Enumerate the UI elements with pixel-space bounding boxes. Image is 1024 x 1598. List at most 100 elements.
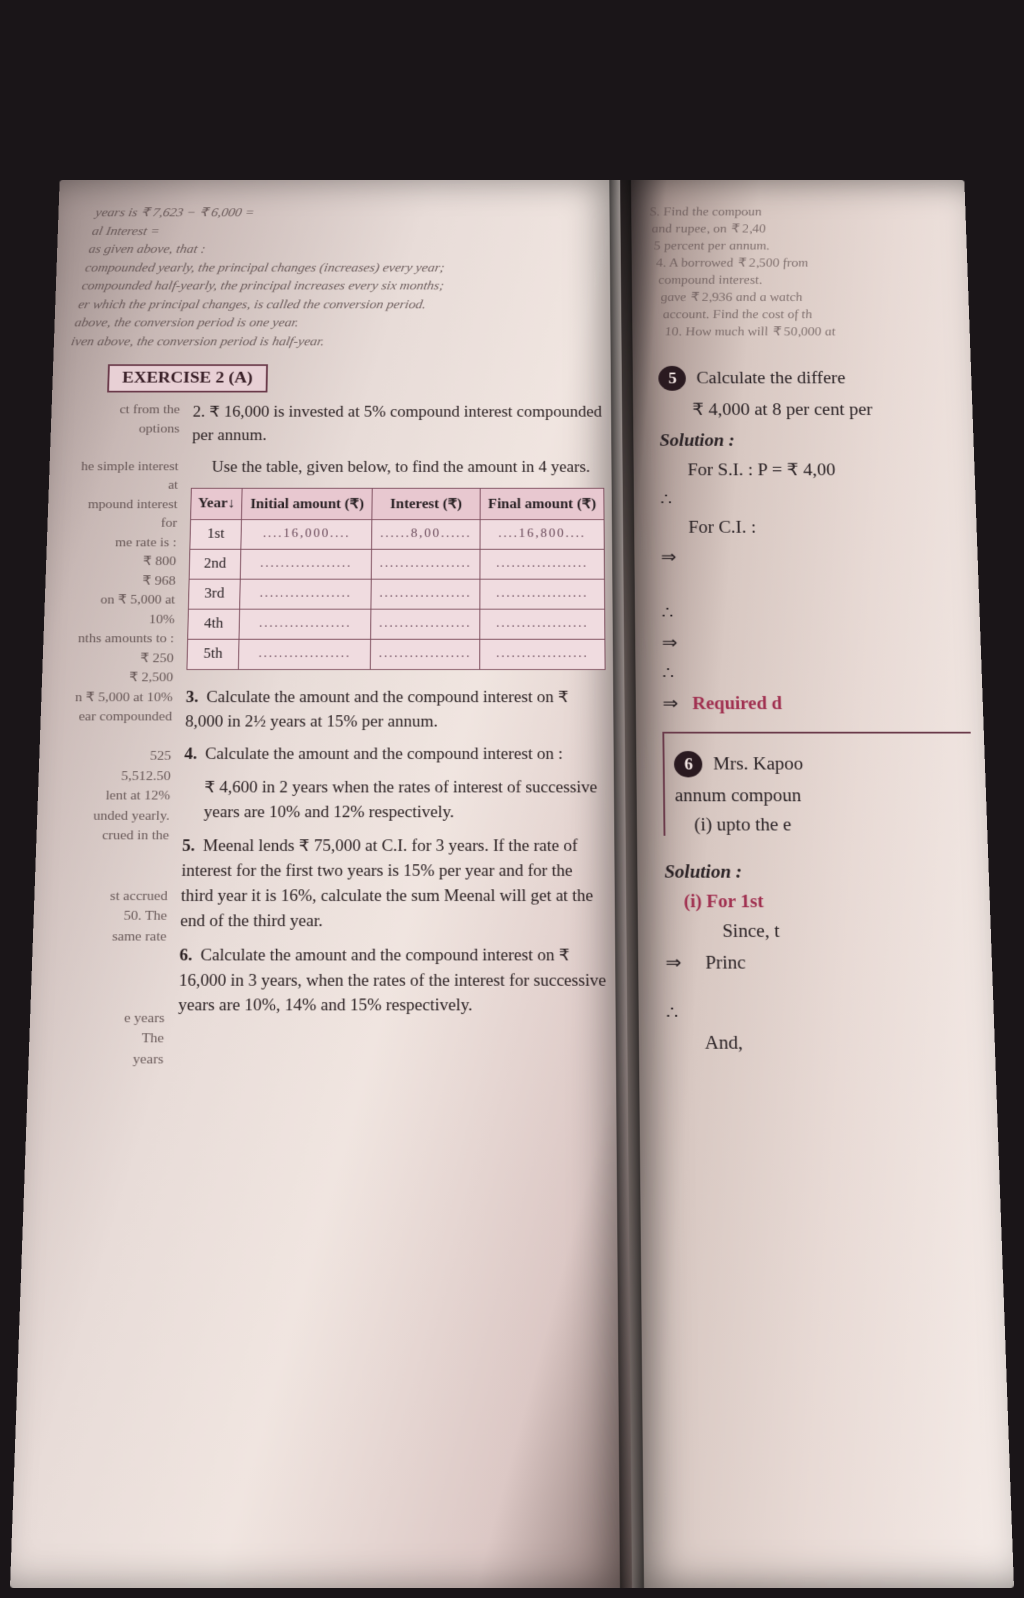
q4a-text: Calculate the amount and the compound in…: [205, 745, 563, 763]
and-line: And,: [666, 1033, 981, 1054]
page-left: years is ₹ 7,623 − ₹ 6,000 = al Interest…: [10, 180, 632, 1588]
side-line: The: [58, 1029, 164, 1050]
blur-line: S. Find the compoun: [649, 204, 947, 221]
cell: ..................: [479, 639, 605, 669]
since-line: Since, t: [665, 922, 978, 943]
cell: 1st: [190, 519, 242, 549]
blur-line: above, the conversion period is one year…: [73, 314, 598, 332]
blur-line: as given above, that :: [87, 241, 609, 259]
left-margin-column: ct from the options he simple interest a…: [57, 401, 180, 1070]
q3-text: Calculate the amount and the compound in…: [185, 688, 569, 730]
side-line: me rate is :: [74, 533, 176, 552]
therefore-4: ∴: [666, 1001, 981, 1024]
cell: 2nd: [189, 549, 241, 579]
therefore-3: ∴: [662, 662, 969, 684]
cell: ..................: [372, 549, 480, 579]
cell: ..................: [240, 579, 372, 609]
cell: ..................: [238, 639, 370, 669]
side-line: on ₹ 5,000 at 10%: [72, 591, 176, 630]
circled-6-icon: 6: [674, 751, 703, 777]
spacer: [661, 576, 966, 593]
side-line: e years: [59, 1008, 165, 1029]
arrow-4: ⇒: [665, 953, 681, 973]
therefore-2: ∴: [661, 602, 967, 623]
table-row: 3rd .................. .................…: [188, 579, 605, 609]
required-text: Required d: [692, 694, 782, 713]
prin-line: ⇒ Princ: [665, 951, 979, 974]
circled-5-icon: 5: [659, 366, 687, 391]
blur-line: compound interest.: [658, 272, 958, 289]
cell: ......8,00......: [372, 519, 480, 549]
side-line: ₹ 800: [74, 552, 177, 571]
table-row: 4th .................. .................…: [188, 609, 606, 639]
blur-line: and rupee, on ₹ 2,40: [651, 221, 950, 238]
example-6-text: Mrs. Kapoo: [713, 754, 803, 773]
page-right: S. Find the compoun and rupee, on ₹ 2,40…: [621, 180, 1014, 1588]
book-spread: years is ₹ 7,623 − ₹ 6,000 = al Interest…: [10, 180, 1014, 1588]
solution-2-label: Solution :: [664, 862, 976, 883]
side-line: unded yearly.: [65, 806, 170, 826]
table-row: 2nd .................. .................…: [189, 549, 605, 579]
content-columns: ct from the options he simple interest a…: [57, 401, 609, 1070]
q5-text: Meenal lends ₹ 75,000 at C.I. for 3 year…: [180, 837, 593, 930]
example-6-line: 6 Mrs. Kapoo: [674, 751, 972, 777]
example-5-text: Calculate the differe: [696, 369, 845, 387]
arrow-1: ⇒: [661, 546, 965, 567]
right-top-blur: S. Find the compoun and rupee, on ₹ 2,40…: [649, 204, 965, 341]
side-line: ₹ 250: [71, 649, 174, 668]
example-5-text2: ₹ 4,000 at 8 per cent per: [659, 399, 960, 420]
blur-line: al Interest =: [90, 222, 611, 240]
blur-line: er which the principal changes, is calle…: [76, 296, 600, 314]
side-line: nths amounts to :: [71, 629, 174, 648]
si-line: For S.I. : P = ₹ 4,00: [660, 459, 962, 480]
side-line: ₹ 968: [73, 571, 176, 590]
th-year: Year↓: [191, 488, 243, 519]
q-num-4: 4.: [184, 743, 205, 767]
cell: ....16,000....: [241, 519, 372, 549]
example-6-box: 6 Mrs. Kapoo annum compoun (i) upto the …: [663, 732, 974, 836]
question-3: 3.Calculate the amount and the compound …: [185, 685, 607, 734]
blur-line: 10. How much will ₹ 50,000 at: [664, 324, 965, 341]
cell: ....16,800....: [480, 519, 605, 549]
th-initial: Initial amount (₹): [241, 488, 372, 519]
q-num-6: 6.: [179, 943, 201, 968]
th-interest: Interest (₹): [372, 488, 480, 519]
side-line: ₹ 2,500: [70, 668, 174, 688]
prin-text: Princ: [705, 953, 746, 973]
required-line: ⇒ Required d: [662, 693, 970, 715]
q-num-3: 3.: [185, 685, 206, 709]
exercise-heading: EXERCISE 2 (A): [107, 364, 267, 392]
table-row: 1st ....16,000.... ......8,00...... ....…: [190, 519, 605, 549]
cell: ..................: [371, 609, 480, 639]
side-line: ct from the options: [78, 401, 180, 439]
question-2-lead: 2. ₹ 16,000 is invested at 5% compound i…: [192, 401, 605, 448]
side-line: 525: [67, 747, 171, 767]
example-6-i: (i) upto the e: [675, 815, 974, 835]
side-line: crued in the: [65, 826, 170, 846]
side-line: ear compounded: [69, 707, 173, 727]
cell: ..................: [479, 609, 605, 639]
cell: ..................: [371, 639, 480, 669]
cell: ..................: [480, 549, 605, 579]
blur-line: compounded half-yearly, the principal in…: [80, 277, 603, 295]
side-line: 50. The: [62, 906, 167, 926]
side-line: mpound interest for: [75, 495, 178, 533]
question-2-sub: Use the table, given below, to find the …: [191, 456, 605, 479]
cell: ..................: [480, 579, 606, 609]
cell: 4th: [188, 609, 240, 639]
cell: ..................: [239, 609, 371, 639]
for-1st: (i) For 1st: [665, 892, 977, 913]
question-4b: ₹ 4,600 in 2 years when the rates of int…: [183, 776, 607, 825]
main-column: 2. ₹ 16,000 is invested at 5% compound i…: [177, 401, 609, 1070]
solution-label: Solution :: [659, 432, 961, 451]
side-line: 5,512.50: [67, 766, 171, 786]
top-context-text: years is ₹ 7,623 − ₹ 6,000 = al Interest…: [69, 204, 614, 351]
side-line: n ₹ 5,000 at 10%: [69, 688, 173, 708]
blur-line: iven above, the conversion period is hal…: [69, 333, 594, 352]
table-row: 5th .................. .................…: [187, 639, 606, 669]
arrow-3: ⇒: [662, 694, 678, 713]
question-4a: 4.Calculate the amount and the compound …: [184, 743, 607, 767]
side-line: st accrued: [63, 886, 168, 906]
example-6-sub: annum compoun: [675, 786, 973, 806]
example-5-line: 5 Calculate the differe: [659, 366, 959, 391]
